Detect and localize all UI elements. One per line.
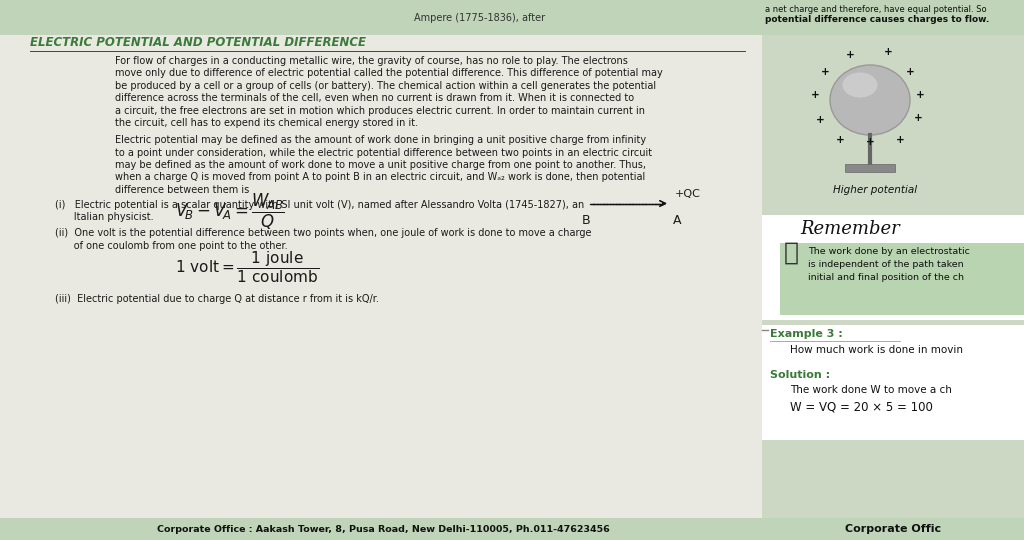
Text: $V_{\!B}-V_{\!A}=\dfrac{W_{\!AB}}{Q}$: $V_{\!B}-V_{\!A}=\dfrac{W_{\!AB}}{Q}$ [175,191,285,232]
Text: B: B [582,213,590,226]
Text: of one coulomb from one point to the other.: of one coulomb from one point to the oth… [55,241,288,251]
Text: Remember: Remember [800,220,900,238]
Bar [845,164,895,172]
Bar [762,518,1024,540]
Ellipse shape [830,65,910,135]
Text: How much work is done in movin: How much work is done in movin [790,345,963,355]
Text: W = VQ = 20 × 5 = 100: W = VQ = 20 × 5 = 100 [790,400,933,413]
Text: +: + [913,113,923,123]
Text: the circuit, cell has to expend its chemical energy stored in it.: the circuit, cell has to expend its chem… [115,118,418,129]
Text: may be defined as the amount of work done to move a unit positive charge from on: may be defined as the amount of work don… [115,160,646,170]
Text: to a point under consideration, while the electric potential difference between : to a point under consideration, while th… [115,147,652,158]
Text: Corporate Offic: Corporate Offic [845,524,941,534]
Text: +: + [905,67,914,77]
Text: difference across the terminals of the cell, even when no current is drawn from : difference across the terminals of the c… [115,93,634,104]
Text: initial and final position of the ch: initial and final position of the ch [808,273,964,282]
Text: +: + [811,90,819,100]
Text: move only due to difference of electric potential called the potential differenc: move only due to difference of electric … [115,69,663,78]
Text: Solution :: Solution : [770,370,830,380]
Text: Electric potential may be defined as the amount of work done in bringing a unit : Electric potential may be defined as the… [115,135,646,145]
Text: Example 3 :: Example 3 : [770,329,843,339]
Bar [762,215,1024,320]
Text: +: + [846,50,854,60]
Text: Higher potential: Higher potential [833,185,918,195]
Bar [762,0,1024,540]
Text: difference between them is: difference between them is [115,185,249,195]
Text: ELECTRIC POTENTIAL AND POTENTIAL DIFFERENCE: ELECTRIC POTENTIAL AND POTENTIAL DIFFERE… [30,37,366,50]
Text: Italian physicist.: Italian physicist. [55,212,154,222]
Text: +: + [820,67,829,77]
Text: +: + [915,90,925,100]
Text: For flow of charges in a conducting metallic wire, the gravity of course, has no: For flow of charges in a conducting meta… [115,56,628,66]
Text: ✊: ✊ [784,241,799,265]
Text: A: A [673,213,682,226]
Bar [0,0,762,35]
Text: +: + [865,137,874,147]
Text: The work done W to move a ch: The work done W to move a ch [790,385,952,395]
Bar [762,0,1024,35]
Bar [762,325,1024,440]
Text: Corporate Office : Aakash Tower, 8, Pusa Road, New Delhi-110005, Ph.011-47623456: Corporate Office : Aakash Tower, 8, Pusa… [157,524,609,534]
Text: (i)   Electric potential is a scalar quantity with SI unit volt (V), named after: (i) Electric potential is a scalar quant… [55,199,585,210]
Text: potential difference causes charges to flow.: potential difference causes charges to f… [765,15,989,24]
Bar [0,0,762,540]
Text: +: + [884,47,892,57]
Text: +QC: +QC [675,188,700,199]
Text: +: + [896,135,904,145]
Text: (iii)  Electric potential due to charge Q at distance r from it is kQ/r.: (iii) Electric potential due to charge Q… [55,294,379,303]
Text: when a charge Q is moved from point A to point B in an electric circuit, and Wₐ₂: when a charge Q is moved from point A to… [115,172,645,183]
Text: The work done by an electrostatic: The work done by an electrostatic [808,247,970,256]
Text: +: + [816,115,824,125]
Text: +: + [836,135,845,145]
Bar [780,243,1024,315]
Ellipse shape [843,72,878,98]
Text: is independent of the path taken: is independent of the path taken [808,260,964,269]
Text: be produced by a cell or a group of cells (or battery). The chemical action with: be produced by a cell or a group of cell… [115,81,656,91]
Text: $1\ \mathrm{volt} = \dfrac{1\ \mathrm{joule}}{1\ \mathrm{coulomb}}$: $1\ \mathrm{volt} = \dfrac{1\ \mathrm{jo… [175,249,319,285]
Text: a circuit, the free electrons are set in motion which produces electric current.: a circuit, the free electrons are set in… [115,106,645,116]
Text: a net charge and therefore, have equal potential. So: a net charge and therefore, have equal p… [765,4,987,14]
Text: (ii)  One volt is the potential difference between two points when, one joule of: (ii) One volt is the potential differenc… [55,228,592,239]
Text: Ampere (1775-1836), after: Ampere (1775-1836), after [415,13,546,23]
Bar [0,518,762,540]
